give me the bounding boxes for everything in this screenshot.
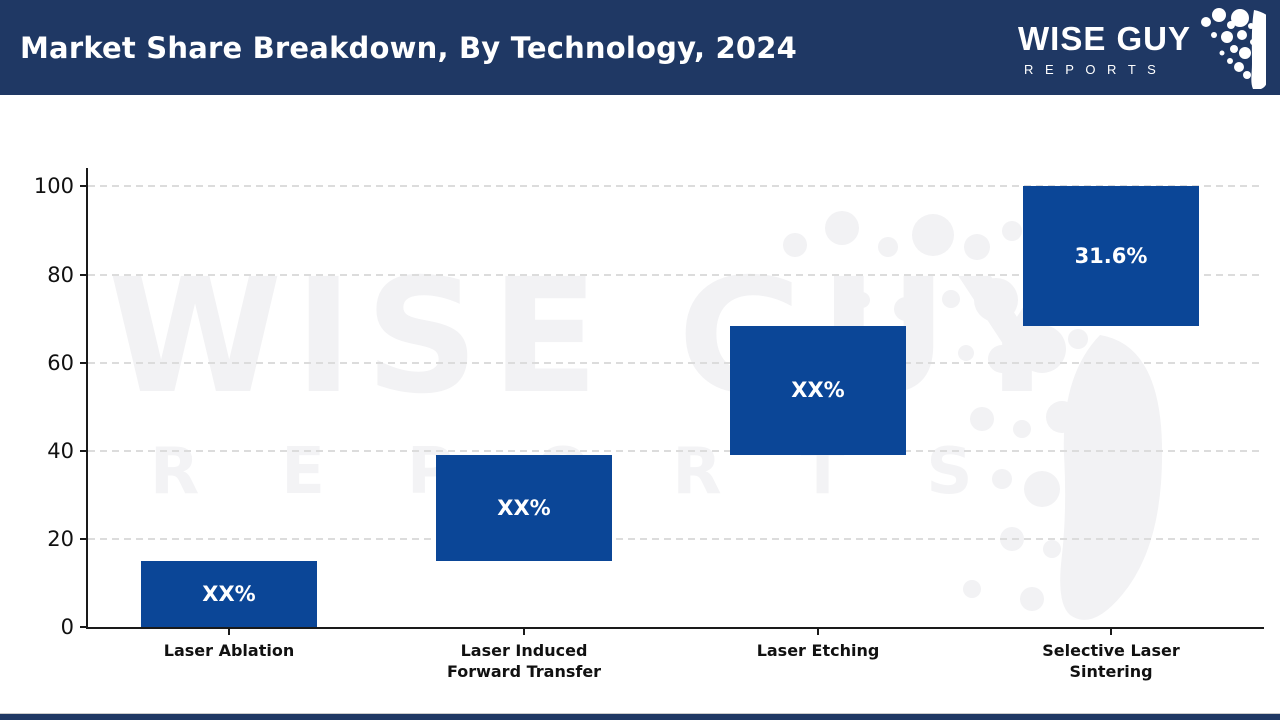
- y-tick-mark: [80, 361, 88, 364]
- bar-laser-induced-forward-transfer: XX%: [436, 455, 612, 561]
- y-tick-label: 20: [47, 526, 74, 551]
- x-tick-mark: [523, 629, 525, 635]
- footer-bar: [0, 714, 1280, 720]
- x-category-label: Laser Etching: [756, 641, 880, 660]
- y-axis-line: [86, 168, 88, 629]
- footer-divider: [0, 713, 1280, 714]
- bar-value-label: XX%: [497, 496, 551, 521]
- x-tick-mark: [228, 629, 230, 635]
- y-tick-mark: [80, 449, 88, 452]
- wiseguy-logo: WISE GUY R E P O R T S: [1018, 8, 1266, 89]
- x-category-label: Laser Ablation: [163, 641, 295, 660]
- x-tick-mark: [1110, 629, 1112, 635]
- y-tick-mark: [80, 626, 88, 628]
- header: Market Share Breakdown, By Technology, 2…: [0, 0, 1280, 95]
- bar-value-label: XX%: [791, 378, 845, 403]
- logo-reports-text: R E P O R T S: [1024, 62, 1160, 77]
- y-tick-label: 60: [47, 350, 74, 375]
- x-tick-mark: [817, 629, 819, 635]
- bar-laser-ablation: XX%: [141, 560, 317, 627]
- gridline-y-60: [88, 361, 1262, 364]
- x-category-label: Laser Induced Forward Transfer: [446, 641, 602, 681]
- gridline-y-20: [88, 537, 1262, 540]
- x-category-label: Selective Laser Sintering: [1042, 641, 1180, 681]
- y-tick-label: 100: [33, 174, 74, 199]
- page-title: Market Share Breakdown, By Technology, 2…: [20, 30, 798, 65]
- gridline-y-100: [88, 185, 1262, 188]
- gridline-y-40: [88, 449, 1262, 452]
- y-tick-label: 80: [47, 262, 74, 287]
- bar-value-label: XX%: [202, 581, 256, 606]
- logo-wiseguy-text: WISE GUY: [1018, 20, 1191, 57]
- bar-value-label: 31.6%: [1074, 244, 1148, 268]
- y-tick-mark: [80, 537, 88, 540]
- bar-laser-etching: XX%: [730, 325, 906, 456]
- y-tick-mark: [80, 185, 88, 188]
- y-tick-mark: [80, 273, 88, 276]
- gridline-y-80: [88, 273, 1262, 276]
- y-tick-label: 0: [60, 615, 74, 639]
- watermark-wiseguy-text: WISE GUY: [108, 245, 1087, 429]
- x-axis-line: [86, 627, 1264, 629]
- bar-selective-laser-sintering: 31.6%: [1023, 186, 1199, 326]
- y-tick-label: 40: [47, 438, 74, 463]
- logo-dotted-face-icon: [1201, 8, 1266, 89]
